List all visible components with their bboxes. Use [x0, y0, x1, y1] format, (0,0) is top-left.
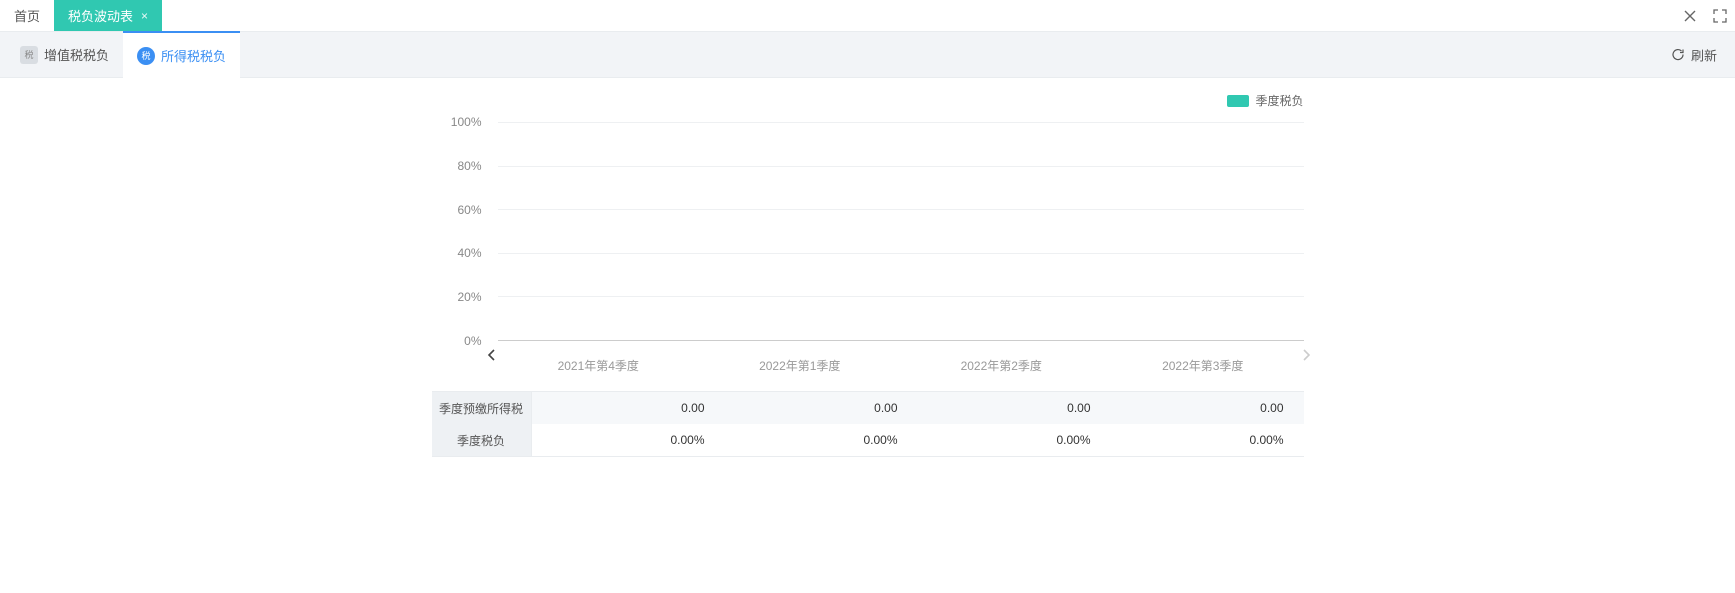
table-cell: 0.00 — [918, 401, 1111, 415]
grid-line — [498, 296, 1304, 297]
chevron-left-icon[interactable] — [482, 345, 502, 365]
row-cells: 0.00%0.00%0.00%0.00% — [532, 433, 1304, 447]
table-cell: 0.00 — [532, 401, 725, 415]
table-cell: 0.00% — [1111, 433, 1304, 447]
chart-legend: 季度税负 — [432, 88, 1304, 117]
tab-income-tax-burden[interactable]: 税 所得税税负 — [123, 31, 240, 78]
table-cell: 0.00 — [1111, 401, 1304, 415]
grid-line — [498, 166, 1304, 167]
data-table: 季度预缴所得税 0.000.000.000.00 季度税负 0.00%0.00%… — [432, 391, 1304, 457]
grid-line — [498, 209, 1304, 210]
y-tick-label: 40% — [457, 246, 481, 260]
content-area: 季度税负 0% 20% 40% 60% 80% 100% 2021年第4季度2022年第1… — [0, 78, 1735, 457]
plot-area — [498, 122, 1304, 341]
table-row: 季度税负 0.00%0.00%0.00%0.00% — [432, 424, 1304, 456]
top-right-controls — [1681, 0, 1729, 31]
refresh-icon — [1671, 48, 1685, 62]
y-tick-label: 60% — [457, 203, 481, 217]
vat-icon: 税 — [20, 46, 38, 64]
table-cell: 0.00% — [532, 433, 725, 447]
x-axis-row: 2021年第4季度2022年第1季度2022年第2季度2022年第3季度 — [432, 351, 1304, 379]
row-label-burden: 季度税负 — [432, 424, 532, 456]
refresh-button[interactable]: 刷新 — [1671, 45, 1717, 64]
tab-home[interactable]: 首页 — [0, 0, 54, 31]
grid-line — [498, 253, 1304, 254]
y-tick-label: 20% — [457, 290, 481, 304]
table-cell: 0.00% — [918, 433, 1111, 447]
x-tick-label: 2022年第2季度 — [901, 357, 1103, 374]
fullscreen-icon[interactable] — [1711, 7, 1729, 25]
row-cells: 0.000.000.000.00 — [532, 401, 1304, 415]
chart-plot: 0% 20% 40% 60% 80% 100% — [432, 117, 1304, 351]
close-icon[interactable]: × — [141, 9, 148, 23]
tab-home-label: 首页 — [14, 6, 40, 25]
legend-swatch — [1227, 95, 1249, 107]
close-panel-icon[interactable] — [1681, 7, 1699, 25]
tab-income-label: 所得税税负 — [161, 46, 226, 65]
y-tick-label: 100% — [451, 115, 482, 129]
tab-vat-burden[interactable]: 税 增值税税负 — [6, 31, 123, 78]
table-row: 季度预缴所得税 0.000.000.000.00 — [432, 392, 1304, 424]
x-tick-label: 2022年第3季度 — [1102, 357, 1304, 374]
y-axis-labels: 0% 20% 40% 60% 80% 100% — [432, 117, 492, 351]
chart-container: 季度税负 0% 20% 40% 60% 80% 100% 2021年第4季度2022年第1… — [432, 88, 1304, 457]
table-cell: 0.00 — [725, 401, 918, 415]
x-tick-label: 2021年第4季度 — [498, 357, 700, 374]
legend-label: 季度税负 — [1255, 92, 1303, 109]
y-tick-label: 80% — [457, 159, 481, 173]
y-tick-label: 0% — [464, 334, 481, 348]
x-axis-labels: 2021年第4季度2022年第1季度2022年第2季度2022年第3季度 — [498, 357, 1304, 374]
tab-tax-fluctuation[interactable]: 税负波动表 × — [54, 0, 162, 31]
grid-line — [498, 122, 1304, 123]
table-cell: 0.00% — [725, 433, 918, 447]
sub-tab-bar: 税 增值税税负 税 所得税税负 刷新 — [0, 31, 1735, 78]
tab-tax-fluctuation-label: 税负波动表 — [68, 6, 133, 25]
x-tick-label: 2022年第1季度 — [699, 357, 901, 374]
row-label-prepaid: 季度预缴所得税 — [432, 392, 532, 424]
refresh-label: 刷新 — [1691, 45, 1717, 64]
top-tab-bar: 首页 税负波动表 × — [0, 0, 1735, 31]
chevron-right-icon[interactable] — [1296, 345, 1316, 365]
income-tax-icon: 税 — [137, 47, 155, 65]
tab-vat-label: 增值税税负 — [44, 45, 109, 64]
